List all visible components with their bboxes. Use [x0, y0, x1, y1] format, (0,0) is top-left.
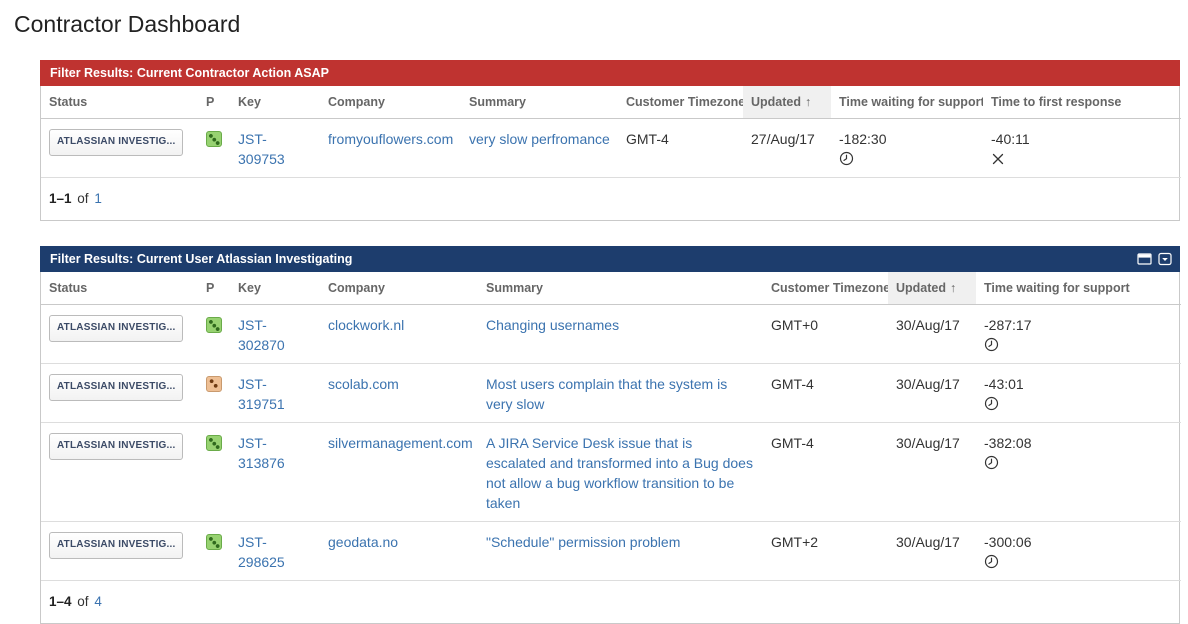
column-header-priority[interactable]: P: [198, 86, 230, 119]
pagination-of-label: of: [77, 191, 89, 206]
summary-link[interactable]: "Schedule" permission problem: [486, 534, 681, 550]
issue-key-link[interactable]: JST-298625: [238, 534, 285, 570]
table-row: ATLASSIAN INVESTIG... JST-313876 silverm…: [41, 422, 1181, 522]
table-row: ATLASSIAN INVESTIG... JST-298625 geodata…: [41, 521, 1181, 581]
pagination: 1–4 of 4: [41, 581, 1179, 623]
column-header-key[interactable]: Key: [230, 86, 320, 119]
column-header-label: Updated: [751, 95, 801, 109]
pagination-of-label: of: [77, 594, 89, 609]
time-waiting-value: -287:17: [984, 317, 1032, 333]
column-header-customer-timezone[interactable]: Customer Timezone: [618, 86, 743, 119]
issue-key-link[interactable]: JST-319751: [238, 376, 285, 412]
column-header-key[interactable]: Key: [230, 272, 320, 305]
gadget-filter-results-asap: Filter Results: Current Contractor Actio…: [40, 60, 1181, 221]
clock-icon: [839, 151, 975, 167]
summary-link[interactable]: Most users complain that the system is v…: [486, 376, 728, 412]
table-row: ATLASSIAN INVESTIG... JST-309753 fromyou…: [41, 118, 1181, 178]
column-header-time-waiting[interactable]: Time waiting for support: [976, 272, 1181, 305]
dropdown-icon[interactable]: [1158, 252, 1172, 266]
summary-link[interactable]: A JIRA Service Desk issue that is escala…: [486, 435, 753, 511]
column-header-summary[interactable]: Summary: [461, 86, 618, 119]
pagination-total-link[interactable]: 4: [94, 594, 102, 609]
gadget-title: Filter Results: Current User Atlassian I…: [50, 252, 353, 266]
company-link[interactable]: silvermanagement.com: [328, 435, 473, 451]
priority-icon: [206, 376, 222, 392]
gadget-title: Filter Results: Current Contractor Actio…: [50, 66, 329, 80]
column-header-time-first-response[interactable]: Time to first response: [983, 86, 1181, 119]
column-header-priority[interactable]: P: [198, 272, 230, 305]
gadget-body: Status P Key Company Summary Customer Ti…: [40, 272, 1181, 624]
table-row: ATLASSIAN INVESTIG... JST-319751 scolab.…: [41, 363, 1181, 423]
customer-timezone: GMT+0: [771, 317, 819, 333]
company-link[interactable]: geodata.no: [328, 534, 399, 550]
time-waiting-value: -43:01: [984, 376, 1024, 392]
pagination-range: 1–1: [49, 191, 72, 206]
column-header-status[interactable]: Status: [41, 272, 198, 305]
clock-icon: [984, 396, 1173, 412]
summary-link[interactable]: Changing usernames: [486, 317, 620, 333]
issue-table: Status P Key Company Summary Customer Ti…: [41, 86, 1181, 178]
column-header-company[interactable]: Company: [320, 272, 478, 305]
clock-icon: [984, 337, 1173, 353]
priority-icon: [206, 317, 222, 333]
updated-date: 30/Aug/17: [896, 534, 960, 550]
issue-key-link[interactable]: JST-302870: [238, 317, 285, 353]
status-badge: ATLASSIAN INVESTIG...: [49, 433, 184, 460]
status-badge: ATLASSIAN INVESTIG...: [49, 532, 184, 559]
company-link[interactable]: fromyouflowers.com: [328, 131, 454, 147]
table-header-row: Status P Key Company Summary Customer Ti…: [41, 86, 1181, 119]
company-link[interactable]: scolab.com: [328, 376, 399, 392]
column-header-company[interactable]: Company: [320, 86, 461, 119]
time-waiting-value: -382:08: [984, 435, 1032, 451]
clock-icon: [984, 455, 1173, 471]
customer-timezone: GMT-4: [771, 376, 814, 392]
issue-table: Status P Key Company Summary Customer Ti…: [41, 272, 1181, 581]
table-row: ATLASSIAN INVESTIG... JST-302870 clockwo…: [41, 304, 1181, 364]
priority-icon: [206, 131, 222, 147]
column-header-customer-timezone[interactable]: Customer Timezone: [763, 272, 888, 305]
table-header-row: Status P Key Company Summary Customer Ti…: [41, 272, 1181, 305]
column-header-status[interactable]: Status: [41, 86, 198, 119]
customer-timezone: GMT-4: [771, 435, 814, 451]
pagination: 1–1 of 1: [41, 178, 1179, 220]
customer-timezone: GMT+2: [771, 534, 819, 550]
updated-date: 30/Aug/17: [896, 317, 960, 333]
company-link[interactable]: clockwork.nl: [328, 317, 405, 333]
time-first-response-value: -40:11: [991, 131, 1030, 147]
sort-ascending-icon: ↑: [805, 95, 812, 109]
time-waiting-value: -182:30: [839, 131, 887, 147]
x-icon: [991, 151, 1173, 167]
column-header-summary[interactable]: Summary: [478, 272, 763, 305]
column-header-updated[interactable]: Updated ↑: [888, 272, 976, 305]
updated-date: 30/Aug/17: [896, 435, 960, 451]
updated-date: 30/Aug/17: [896, 376, 960, 392]
issue-key-link[interactable]: JST-313876: [238, 435, 285, 471]
status-badge: ATLASSIAN INVESTIG...: [49, 315, 184, 342]
issue-key-link[interactable]: JST-309753: [238, 131, 285, 167]
pagination-total-link[interactable]: 1: [94, 191, 102, 206]
sort-ascending-icon: ↑: [950, 281, 957, 295]
column-header-updated[interactable]: Updated ↑: [743, 86, 831, 119]
minimize-icon[interactable]: [1137, 252, 1152, 266]
priority-icon: [206, 534, 222, 550]
time-waiting-value: -300:06: [984, 534, 1032, 550]
pagination-range: 1–4: [49, 594, 72, 609]
status-badge: ATLASSIAN INVESTIG...: [49, 374, 184, 401]
summary-link[interactable]: very slow perfromance: [469, 131, 610, 147]
column-header-label: Updated: [896, 281, 946, 295]
gadget-header: Filter Results: Current User Atlassian I…: [40, 246, 1180, 272]
customer-timezone: GMT-4: [626, 131, 669, 147]
gadget-body: Status P Key Company Summary Customer Ti…: [40, 86, 1181, 221]
gadget-filter-results-investigating: Filter Results: Current User Atlassian I…: [40, 246, 1181, 624]
status-badge: ATLASSIAN INVESTIG...: [49, 129, 184, 156]
updated-date: 27/Aug/17: [751, 131, 815, 147]
gadget-header: Filter Results: Current Contractor Actio…: [40, 60, 1180, 86]
clock-icon: [984, 554, 1173, 570]
priority-icon: [206, 435, 222, 451]
page-title: Contractor Dashboard: [14, 11, 241, 37]
column-header-time-waiting[interactable]: Time waiting for support: [831, 86, 983, 119]
